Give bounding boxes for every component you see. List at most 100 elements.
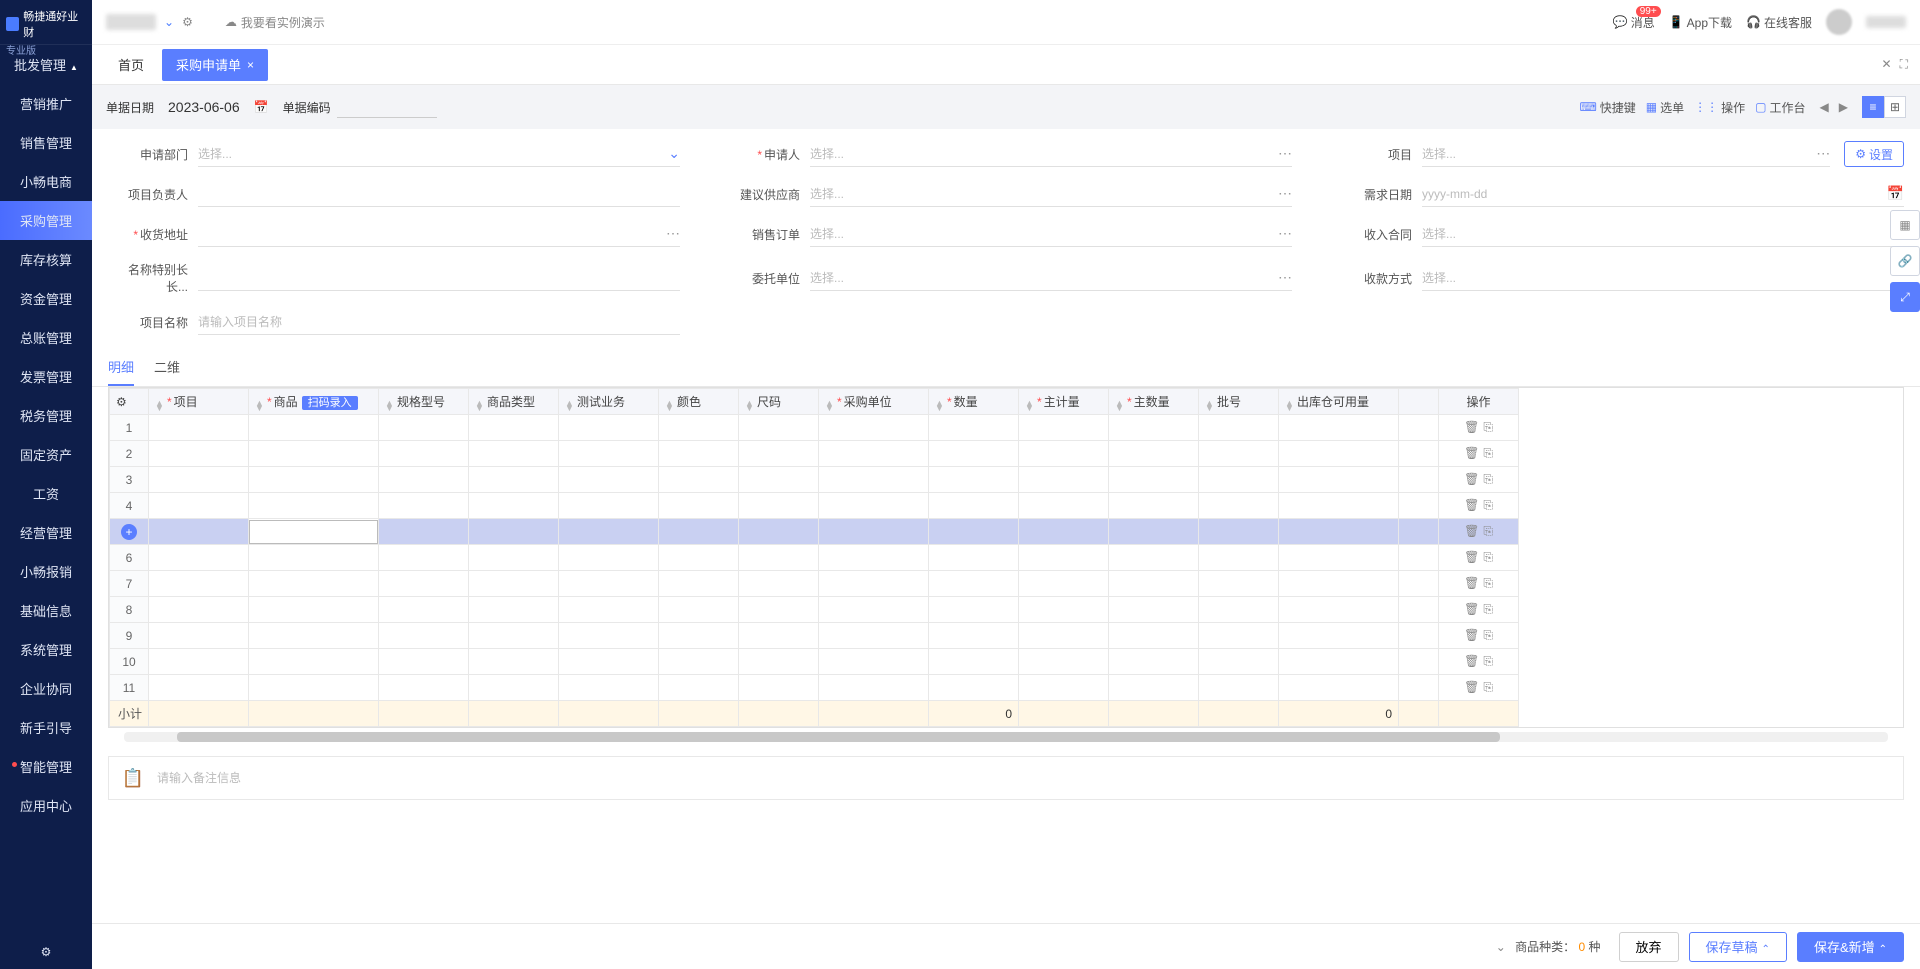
top-settings-icon[interactable]: ⚙ bbox=[182, 15, 193, 29]
table-cell[interactable] bbox=[149, 467, 249, 493]
sidebar-settings-icon[interactable]: ⚙ bbox=[0, 935, 92, 969]
shortcut-button[interactable]: ⌨快捷键 bbox=[1579, 99, 1635, 116]
cell-edit[interactable] bbox=[249, 519, 379, 545]
table-cell[interactable] bbox=[739, 441, 819, 467]
dept-input[interactable] bbox=[198, 147, 680, 161]
copy-row-icon[interactable]: ⎘ bbox=[1483, 524, 1493, 538]
table-cell[interactable] bbox=[1109, 493, 1199, 519]
more-icon[interactable]: ⋯ bbox=[1278, 269, 1292, 286]
table-cell[interactable] bbox=[559, 597, 659, 623]
table-cell[interactable] bbox=[1019, 467, 1109, 493]
table-cell[interactable] bbox=[1109, 545, 1199, 571]
table-cell[interactable] bbox=[559, 545, 659, 571]
table-cell[interactable] bbox=[1279, 519, 1399, 545]
table-cell[interactable] bbox=[1109, 571, 1199, 597]
sales-order-input[interactable] bbox=[810, 227, 1292, 241]
copy-row-icon[interactable]: ⎘ bbox=[1483, 602, 1493, 616]
table-cell[interactable] bbox=[1109, 675, 1199, 701]
table-cell[interactable] bbox=[149, 545, 249, 571]
table-cell[interactable] bbox=[249, 493, 379, 519]
table-cell[interactable] bbox=[819, 467, 929, 493]
table-cell[interactable] bbox=[1199, 545, 1279, 571]
table-cell[interactable] bbox=[1199, 519, 1279, 545]
view-list-button[interactable]: ≡ bbox=[1862, 96, 1884, 118]
more-icon[interactable]: ⋯ bbox=[1278, 145, 1292, 162]
table-cell[interactable] bbox=[1199, 675, 1279, 701]
col-header[interactable]: ▲▼批号 bbox=[1199, 389, 1279, 415]
table-cell[interactable] bbox=[559, 571, 659, 597]
horizontal-scrollbar[interactable] bbox=[124, 732, 1888, 742]
table-cell[interactable] bbox=[659, 675, 739, 701]
table-cell[interactable] bbox=[469, 415, 559, 441]
delete-row-icon[interactable]: 🗑 bbox=[1464, 628, 1479, 642]
sidebar-item[interactable]: 系统管理 bbox=[0, 630, 92, 669]
copy-row-icon[interactable]: ⎘ bbox=[1483, 550, 1493, 564]
sidebar-item[interactable]: 新手引导 bbox=[0, 708, 92, 747]
table-cell[interactable] bbox=[379, 545, 469, 571]
tab-home[interactable]: 首页 bbox=[104, 49, 158, 81]
demo-link[interactable]: ☁ 我要看实例演示 bbox=[225, 14, 325, 31]
table-cell[interactable] bbox=[249, 571, 379, 597]
messages-button[interactable]: 💬 消息 99+ bbox=[1613, 14, 1655, 31]
copy-row-icon[interactable]: ⎘ bbox=[1483, 576, 1493, 590]
copy-row-icon[interactable]: ⎘ bbox=[1483, 628, 1493, 642]
delete-row-icon[interactable]: 🗑 bbox=[1464, 680, 1479, 694]
table-cell[interactable] bbox=[1279, 649, 1399, 675]
sidebar-item[interactable]: 应用中心 bbox=[0, 786, 92, 825]
doc-code-input[interactable] bbox=[337, 96, 437, 118]
customer-service-button[interactable]: 🎧 在线客服 bbox=[1746, 14, 1812, 31]
sidebar-item[interactable]: 企业协同 bbox=[0, 669, 92, 708]
rail-attachment-icon[interactable]: 🔗 bbox=[1890, 246, 1920, 276]
table-settings-icon[interactable]: ⚙ bbox=[110, 389, 149, 415]
table-cell[interactable] bbox=[1109, 467, 1199, 493]
table-cell[interactable] bbox=[469, 571, 559, 597]
table-cell[interactable] bbox=[1019, 415, 1109, 441]
table-cell[interactable] bbox=[1279, 545, 1399, 571]
table-cell[interactable] bbox=[559, 623, 659, 649]
tabs-close-all-icon[interactable]: ✕ bbox=[1882, 57, 1892, 72]
table-cell[interactable] bbox=[929, 571, 1019, 597]
table-cell[interactable] bbox=[379, 519, 469, 545]
table-cell[interactable] bbox=[659, 519, 739, 545]
table-cell[interactable] bbox=[149, 649, 249, 675]
table-cell[interactable] bbox=[1199, 571, 1279, 597]
table-cell[interactable] bbox=[739, 545, 819, 571]
delete-row-icon[interactable]: 🗑 bbox=[1464, 498, 1479, 512]
col-header[interactable]: ▲▼*项目 bbox=[149, 389, 249, 415]
table-cell[interactable] bbox=[1279, 493, 1399, 519]
tabs-fullscreen-icon[interactable]: ⛶ bbox=[1900, 57, 1908, 72]
app-download-button[interactable]: 📱 App下载 bbox=[1669, 14, 1732, 31]
tab-close-icon[interactable]: × bbox=[247, 58, 254, 72]
table-cell[interactable] bbox=[379, 597, 469, 623]
table-cell[interactable] bbox=[929, 545, 1019, 571]
more-icon[interactable]: ⋯ bbox=[1816, 145, 1830, 162]
expand-icon[interactable]: ⌄ bbox=[1496, 940, 1506, 954]
need-date-input[interactable] bbox=[1422, 187, 1904, 201]
table-cell[interactable] bbox=[379, 675, 469, 701]
copy-row-icon[interactable]: ⎘ bbox=[1483, 420, 1493, 434]
table-cell[interactable] bbox=[1109, 415, 1199, 441]
table-cell[interactable] bbox=[929, 597, 1019, 623]
tab-purchase-request[interactable]: 采购申请单 × bbox=[162, 49, 268, 81]
delete-row-icon[interactable]: 🗑 bbox=[1464, 446, 1479, 460]
table-cell[interactable] bbox=[1019, 545, 1109, 571]
table-cell[interactable] bbox=[249, 675, 379, 701]
next-doc-icon[interactable]: ▶ bbox=[1835, 98, 1852, 116]
delete-row-icon[interactable]: 🗑 bbox=[1464, 576, 1479, 590]
table-cell[interactable] bbox=[1279, 623, 1399, 649]
copy-row-icon[interactable]: ⎘ bbox=[1483, 680, 1493, 694]
table-cell[interactable] bbox=[469, 623, 559, 649]
table-cell[interactable] bbox=[819, 571, 929, 597]
rail-btn-1[interactable]: ▦ bbox=[1890, 210, 1920, 240]
calendar-icon[interactable]: 📅 bbox=[1887, 185, 1904, 202]
rail-expand-icon[interactable]: ⤢ bbox=[1890, 282, 1920, 312]
table-cell[interactable] bbox=[1019, 493, 1109, 519]
table-cell[interactable] bbox=[469, 493, 559, 519]
sidebar-item[interactable]: 固定资产 bbox=[0, 435, 92, 474]
table-cell[interactable] bbox=[379, 649, 469, 675]
income-contract-input[interactable] bbox=[1422, 227, 1904, 241]
table-cell[interactable] bbox=[1109, 597, 1199, 623]
delete-row-icon[interactable]: 🗑 bbox=[1464, 420, 1479, 434]
table-cell[interactable] bbox=[929, 649, 1019, 675]
add-row-icon[interactable]: + bbox=[121, 524, 137, 540]
